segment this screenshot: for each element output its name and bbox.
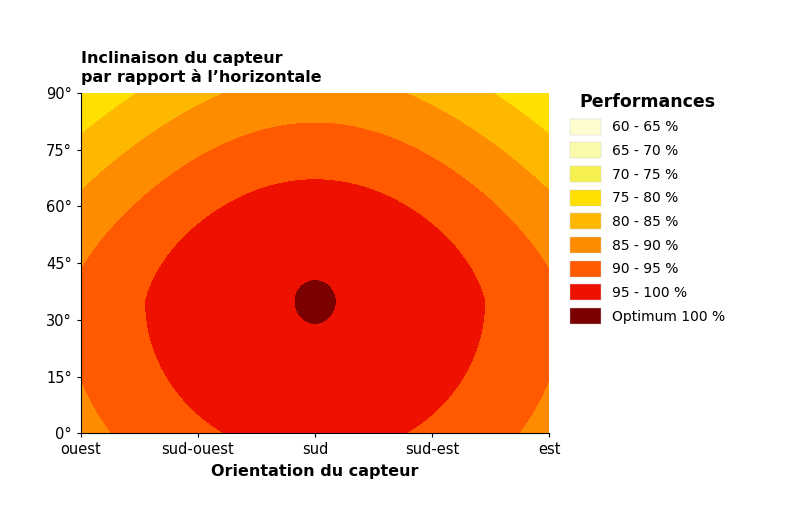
Text: Inclinaison du capteur
par rapport à l’horizontale: Inclinaison du capteur par rapport à l’h… [81,51,322,85]
Legend: 60 - 65 %, 65 - 70 %, 70 - 75 %, 75 - 80 %, 80 - 85 %, 85 - 90 %, 90 - 95 %, 95 : 60 - 65 %, 65 - 70 %, 70 - 75 %, 75 - 80… [570,93,726,324]
X-axis label: Orientation du capteur: Orientation du capteur [212,464,419,479]
